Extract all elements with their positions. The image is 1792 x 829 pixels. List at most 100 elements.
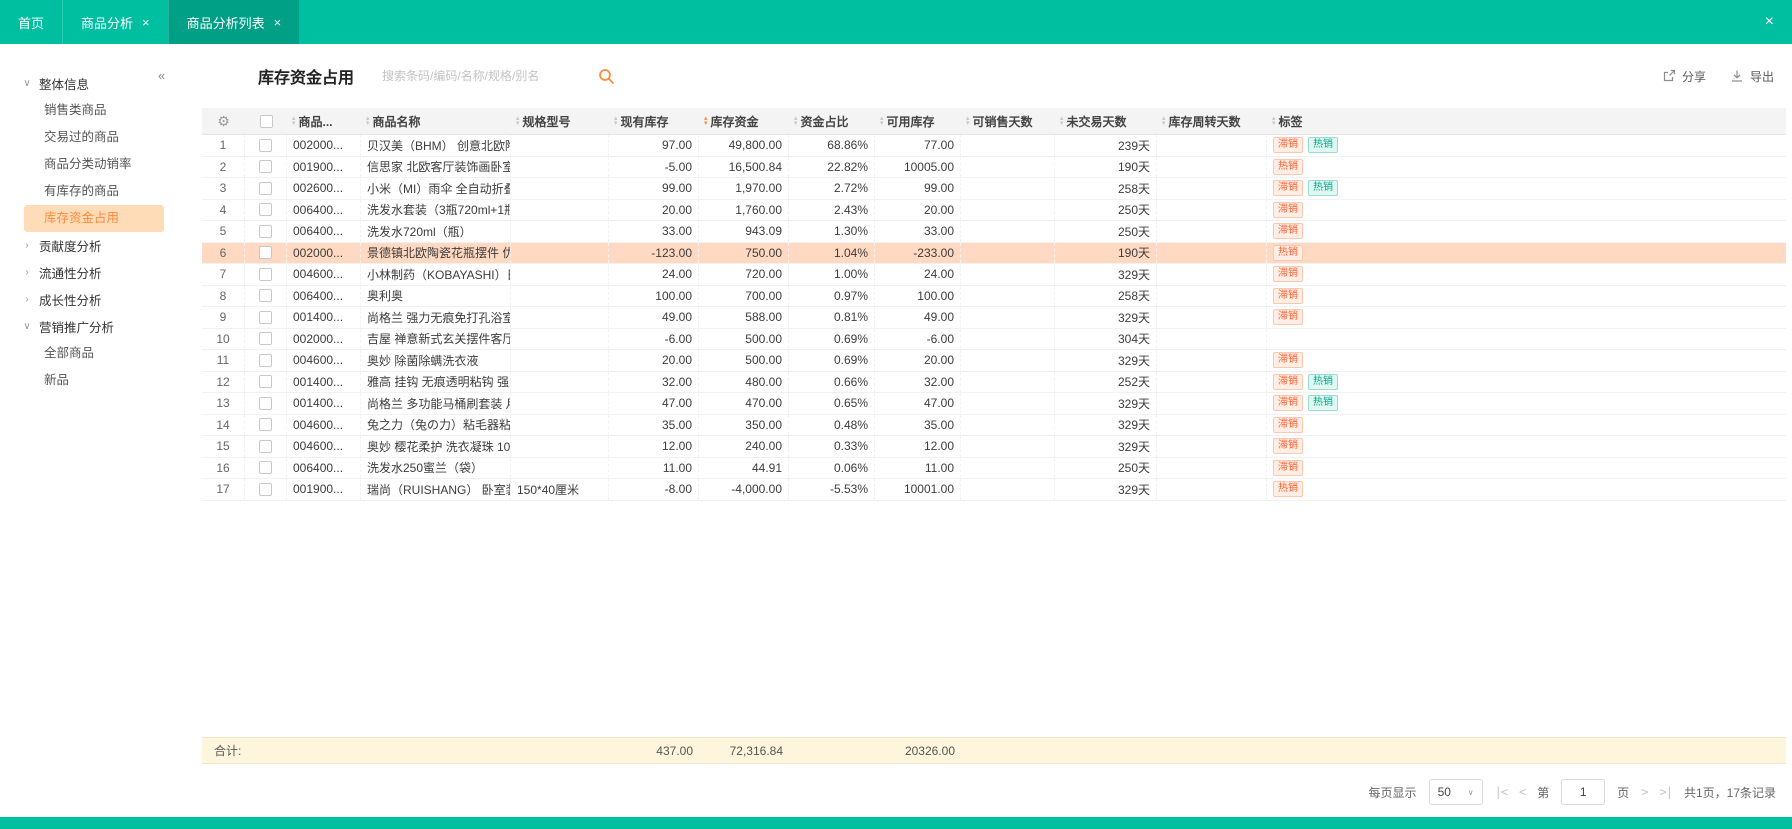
row-checkbox[interactable]: [259, 396, 272, 410]
sort-icon[interactable]: ▴ ▾: [366, 115, 370, 127]
row-checkbox[interactable]: [259, 439, 272, 453]
sidebar-group[interactable]: ∨ 营销推广分析: [10, 313, 190, 340]
page-input[interactable]: [1561, 779, 1606, 805]
select-all-checkbox[interactable]: [259, 114, 273, 128]
tab-close-icon[interactable]: ×: [273, 14, 282, 30]
row-checkbox[interactable]: [259, 332, 272, 346]
sidebar-group[interactable]: › 成长性分析: [10, 286, 190, 313]
column-header-ratio[interactable]: ▴ ▾ 资金占比: [789, 108, 875, 134]
sort-icon[interactable]: ▴ ▾: [704, 115, 708, 127]
row-checkbox[interactable]: [259, 353, 272, 367]
table-row[interactable]: 11 004600... 奥妙 除菌除螨洗衣液 20.00 500.00 0.69% 20.…: [202, 350, 1786, 372]
sort-icon[interactable]: ▴ ▾: [794, 115, 798, 127]
cell-code: 002000...: [287, 328, 361, 349]
close-all-icon[interactable]: ×: [1764, 13, 1774, 30]
export-button[interactable]: 导出: [1730, 68, 1774, 85]
tab-item[interactable]: 首页: [0, 0, 62, 44]
column-header-code[interactable]: ▴ ▾ 商品...: [287, 108, 361, 134]
sort-icon[interactable]: ▴ ▾: [614, 115, 618, 127]
row-checkbox[interactable]: [259, 461, 272, 475]
prev-page-button[interactable]: <: [1519, 785, 1526, 799]
sidebar-item[interactable]: 销售类商品: [44, 103, 107, 117]
column-header-fund[interactable]: ▴ ▾ 库存资金: [699, 108, 789, 134]
row-checkbox[interactable]: [259, 203, 272, 217]
sort-icon[interactable]: ▴ ▾: [1060, 115, 1064, 127]
page-size-select[interactable]: 50 ∨: [1428, 779, 1483, 805]
table-row[interactable]: 15 004600... 奥妙 樱花柔护 洗衣凝珠 10 12.00 240.00 0.3…: [202, 436, 1786, 458]
table-row[interactable]: 3 002600... 小米（MI）雨伞 全自动折叠 99.00 1,970.00 2.7…: [202, 178, 1786, 200]
table-row[interactable]: 4 006400... 洗发水套装（3瓶720ml+1瓶 20.00 1,760.00 2…: [202, 199, 1786, 221]
sidebar-item[interactable]: 交易过的商品: [44, 130, 120, 144]
sort-icon[interactable]: ▴ ▾: [1272, 115, 1276, 127]
cell-spec: 150*40厘米: [511, 479, 609, 500]
row-checkbox-cell: [245, 156, 287, 177]
cell-sell_days: [961, 242, 1055, 263]
table-row[interactable]: 8 006400... 奥利奥 100.00 700.00 0.97% 100.00 258天…: [202, 285, 1786, 307]
row-checkbox[interactable]: [259, 482, 272, 496]
sidebar-item[interactable]: 全部商品: [44, 346, 95, 360]
table-row[interactable]: 16 006400... 洗发水250蜜兰（袋） 11.00 44.91 0.06% 11.…: [202, 457, 1786, 479]
table-row[interactable]: 2 001900... 信思家 北欧客厅装饰画卧室 -5.00 16,500.84 22.…: [202, 156, 1786, 178]
row-checkbox[interactable]: [259, 289, 272, 303]
table-row[interactable]: 5 006400... 洗发水720ml（瓶） 33.00 943.09 1.30% 33.…: [202, 221, 1786, 243]
column-header-spec[interactable]: ▴ ▾ 规格型号: [511, 108, 609, 134]
sidebar-group[interactable]: › 流通性分析: [10, 259, 190, 286]
share-button[interactable]: 分享: [1662, 68, 1706, 85]
sort-icon[interactable]: ▴ ▾: [516, 115, 520, 127]
table-row[interactable]: 10 002000... 吉屋 禅意新式玄关摆件客厅 -6.00 500.00 0.69%…: [202, 328, 1786, 350]
sidebar-item[interactable]: 库存资金占用: [24, 205, 164, 232]
row-checkbox[interactable]: [259, 224, 272, 238]
last-page-button[interactable]: >|: [1659, 785, 1673, 799]
sidebar-collapse-button[interactable]: «: [158, 68, 165, 83]
row-checkbox[interactable]: [259, 267, 272, 281]
search-input[interactable]: [382, 69, 583, 83]
row-checkbox[interactable]: [259, 181, 272, 195]
tab-item[interactable]: 商品分析列表 ×: [167, 0, 300, 44]
column-header-available[interactable]: ▴ ▾ 可用库存: [875, 108, 961, 134]
sidebar-item[interactable]: 商品分类动销率: [44, 157, 132, 171]
table-row[interactable]: 12 001400... 雅高 挂钩 无痕透明粘钩 强力 32.00 480.00 0.6…: [202, 371, 1786, 393]
tab-item[interactable]: 商品分析 ×: [62, 0, 168, 44]
row-checkbox[interactable]: [259, 375, 272, 389]
first-page-button[interactable]: |<: [1494, 785, 1508, 799]
sidebar-group[interactable]: › 贡献度分析: [10, 232, 190, 259]
cell-ratio: 1.04%: [789, 242, 875, 263]
table-row[interactable]: 7 004600... 小林制药（KOBAYASHI）日 24.00 720.00 1.0…: [202, 264, 1786, 286]
search-icon[interactable]: [598, 68, 615, 85]
table-header: ⚙ ▴ ▾ 商品... ▴ ▾ 商品名称 ▴ ▾ 规格型号 ▴ ▾ 现有库存 ▴ ▾ 库存资金 ▴ ▾ 资金占比 ▴ ▾…: [202, 108, 1786, 135]
row-checkbox-cell: [245, 307, 287, 328]
column-header-name[interactable]: ▴ ▾ 商品名称: [361, 108, 511, 134]
sidebar-item[interactable]: 有库存的商品: [44, 184, 120, 198]
tag-pill: 滞销: [1273, 416, 1303, 433]
table-row[interactable]: 13 001400... 尚格兰 多功能马桶刷套装 月 47.00 470.00 0.65…: [202, 393, 1786, 415]
column-header-tags[interactable]: ▴ ▾ 标签: [1267, 108, 1786, 134]
next-page-button[interactable]: >: [1641, 785, 1648, 799]
sort-icon[interactable]: ▴ ▾: [880, 115, 884, 127]
gear-icon[interactable]: ⚙: [217, 112, 230, 129]
tag-pill: 热销: [1308, 137, 1338, 154]
sidebar-group[interactable]: ∨ 整体信息: [10, 70, 190, 97]
sort-icon[interactable]: ▴ ▾: [1162, 115, 1166, 127]
row-checkbox[interactable]: [259, 310, 272, 324]
row-checkbox[interactable]: [259, 160, 272, 174]
table-row[interactable]: 1 002000... 贝汉美（BHM） 创意北欧陶 97.00 49,800.00 68…: [202, 135, 1786, 157]
table-row[interactable]: 17 001900... 瑞尚（RUISHANG） 卧室装 150*40厘米 -8.00…: [202, 479, 1786, 501]
cell-no_trade_days: 190天: [1055, 156, 1157, 177]
sort-icon[interactable]: ▴ ▾: [292, 115, 296, 127]
sidebar-item[interactable]: 新品: [44, 373, 70, 387]
row-checkbox[interactable]: [259, 246, 272, 260]
tag-pill: 滞销: [1273, 373, 1303, 390]
column-header-sell_days[interactable]: ▴ ▾ 可销售天数: [961, 108, 1055, 134]
tab-close-icon[interactable]: ×: [142, 14, 150, 30]
column-header-stock[interactable]: ▴ ▾ 现有库存: [609, 108, 699, 134]
row-checkbox[interactable]: [259, 418, 272, 432]
column-header-turnover_days[interactable]: ▴ ▾ 库存周转天数: [1157, 108, 1267, 134]
cell-available: 11.00: [875, 457, 961, 478]
column-label: 商品名称: [372, 114, 421, 129]
column-header-no_trade_days[interactable]: ▴ ▾ 未交易天数: [1055, 108, 1157, 134]
table-row[interactable]: 6 002000... 景德镇北欧陶瓷花瓶摆件 优 -123.00 750.00 1.04…: [202, 242, 1786, 264]
row-checkbox[interactable]: [259, 138, 272, 152]
table-row[interactable]: 9 001400... 尚格兰 强力无痕免打孔浴室 49.00 588.00 0.81% 4…: [202, 307, 1786, 329]
sort-icon[interactable]: ▴ ▾: [966, 115, 970, 127]
table-row[interactable]: 14 004600... 兔之力（兔の力）粘毛器粘 35.00 350.00 0.48% 3…: [202, 414, 1786, 436]
